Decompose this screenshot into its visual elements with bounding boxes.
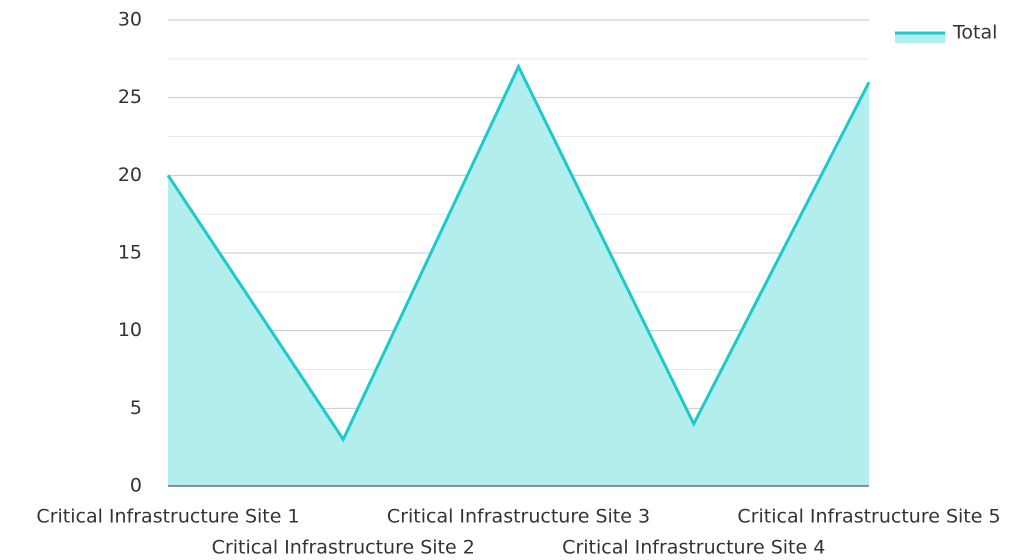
y-tick-label: 25 (118, 86, 142, 108)
y-tick-label: 30 (118, 9, 142, 31)
y-tick-label: 10 (118, 319, 142, 341)
area-fill (168, 66, 869, 486)
x-tick-label: Critical Infrastructure Site 5 (737, 506, 1000, 528)
x-tick-label: Critical Infrastructure Site 3 (387, 506, 650, 528)
x-tick-label: Critical Infrastructure Site 4 (562, 537, 825, 559)
area-line (166, 63, 871, 443)
y-tick-label: 20 (118, 164, 142, 186)
y-tick-label: 5 (130, 397, 142, 419)
x-tick-label: Critical Infrastructure Site 2 (212, 537, 475, 559)
x-tick-label: Critical Infrastructure Site 1 (36, 506, 299, 528)
legend-swatch (895, 33, 945, 43)
y-tick-label: 15 (118, 242, 142, 264)
legend-label: Total (952, 22, 997, 44)
y-tick-label: 0 (130, 475, 142, 497)
